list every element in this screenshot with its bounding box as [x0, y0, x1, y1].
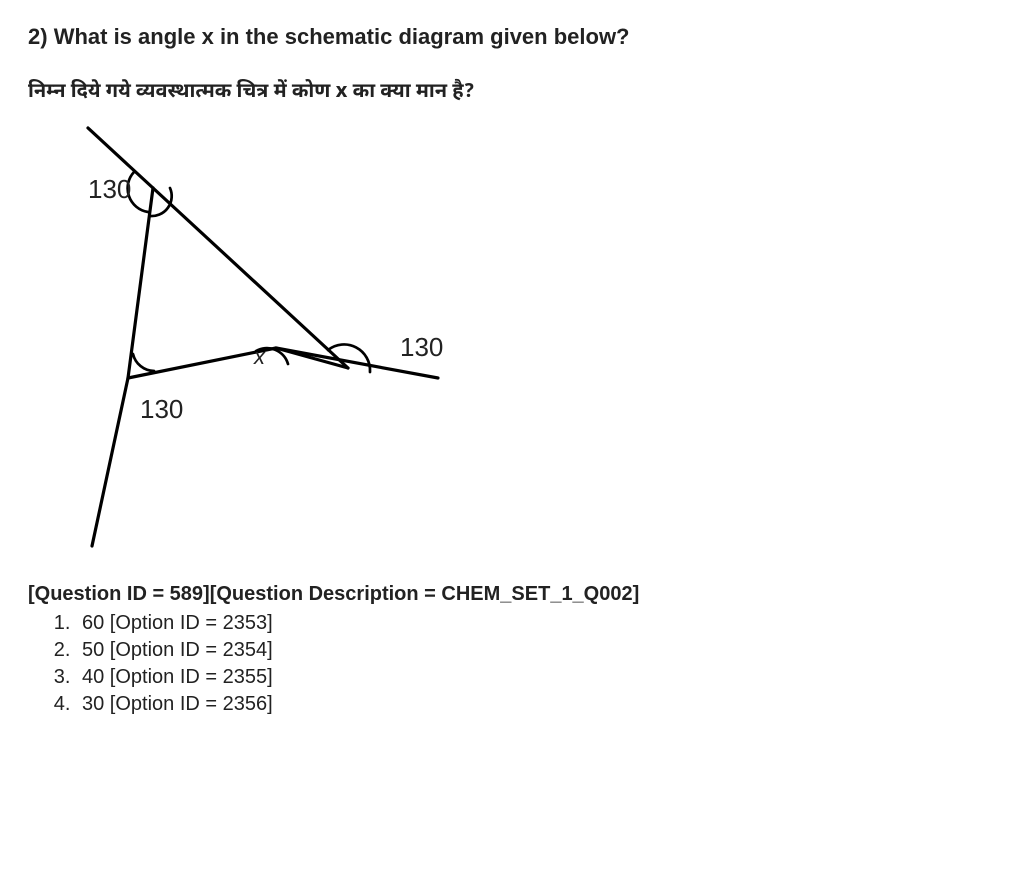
question-text-hi: निम्न दिये गये व्यवस्थात्मक चित्र में को… [28, 80, 996, 106]
question-meta: [Question ID = 589][Question Description… [28, 583, 996, 606]
question-title: 2) What is angle x in the schematic diag… [28, 24, 996, 50]
options-list: 60 [Option ID = 2353] 50 [Option ID = 23… [28, 612, 996, 716]
question-number: 2) [28, 24, 48, 49]
option-1: 60 [Option ID = 2353] [76, 612, 996, 635]
option-2: 50 [Option ID = 2354] [76, 639, 996, 662]
svg-text:130: 130 [400, 332, 443, 362]
geometry-diagram: 130 130 130 x [28, 118, 996, 563]
svg-text:130: 130 [88, 174, 131, 204]
option-3: 40 [Option ID = 2355] [76, 666, 996, 689]
svg-text:130: 130 [140, 394, 183, 424]
question-text-en: What is angle x in the schematic diagram… [54, 24, 630, 49]
svg-text:x: x [253, 344, 266, 369]
option-4: 30 [Option ID = 2356] [76, 693, 996, 716]
